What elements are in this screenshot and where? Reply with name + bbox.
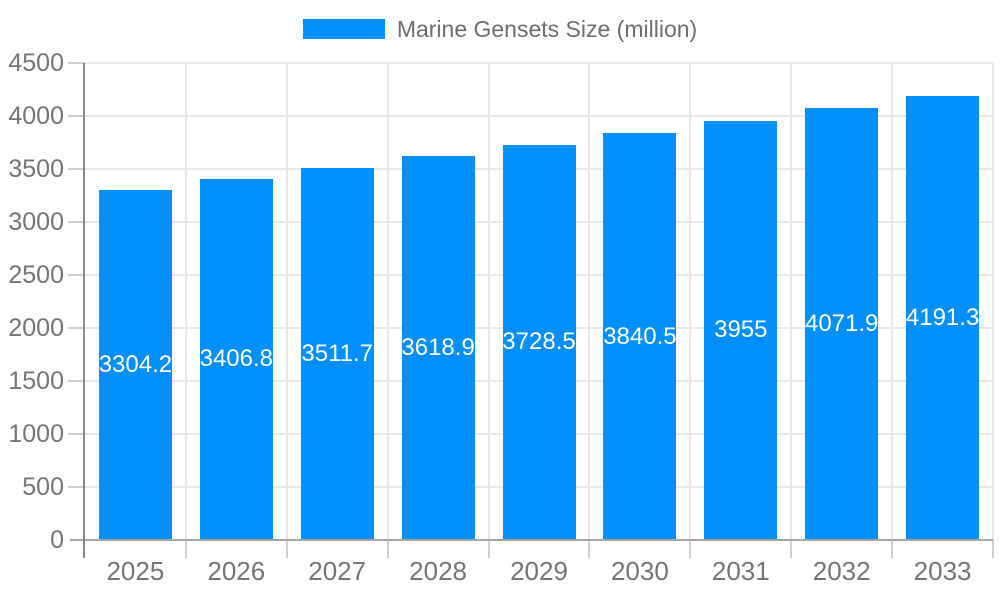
y-axis-label: 3000 (8, 208, 64, 236)
x-axis-label: 2030 (610, 556, 669, 586)
gridline-vertical (487, 63, 490, 540)
bar-value-label: 3728.5 (502, 328, 576, 356)
y-axis-tick (68, 274, 85, 276)
y-axis-label: 4000 (8, 102, 64, 130)
bar[interactable] (401, 156, 475, 540)
gridline-vertical (992, 63, 994, 540)
bar-value-label: 4071.9 (804, 310, 879, 338)
x-axis-label: 2029 (510, 556, 568, 586)
y-axis-tick (68, 433, 85, 435)
bar-value-label: 3511.7 (301, 339, 373, 367)
gridline-vertical (588, 63, 591, 540)
y-axis-tick (68, 221, 85, 223)
y-axis-label: 0 (50, 526, 64, 554)
y-axis-line (83, 63, 85, 558)
x-axis-tick (891, 540, 894, 558)
x-axis-tick (689, 540, 692, 558)
bar-value-label: 3955 (714, 316, 768, 344)
gridline-vertical (790, 63, 793, 540)
bar[interactable] (98, 189, 172, 540)
x-axis-label: 2032 (812, 556, 871, 586)
y-axis-label: 2500 (8, 261, 64, 289)
x-axis-tick (487, 540, 490, 558)
y-axis-tick (68, 62, 85, 64)
x-axis-tick (588, 540, 591, 558)
x-axis-label: 2033 (913, 556, 972, 586)
gridline-vertical (891, 63, 894, 540)
x-axis-line (70, 539, 993, 541)
y-axis-tick (68, 115, 85, 117)
x-axis-label: 2026 (207, 556, 266, 586)
legend-label[interactable]: Marine Gensets Size (million) (396, 16, 698, 42)
y-axis-label: 1500 (8, 367, 64, 395)
legend[interactable]: Marine Gensets Size (million) (0, 16, 1000, 42)
gridline-vertical (689, 63, 692, 540)
gridline-vertical (285, 63, 288, 540)
bar-value-label: 3840.5 (603, 322, 677, 350)
bar[interactable] (502, 144, 576, 540)
bar-value-label: 3304.2 (98, 350, 173, 378)
x-axis-label: 2031 (711, 556, 770, 586)
y-axis-label: 1000 (8, 420, 64, 448)
gridline-horizontal (85, 115, 993, 117)
gridline-vertical (386, 63, 389, 540)
bar[interactable] (704, 120, 778, 540)
y-axis-label: 3500 (8, 155, 64, 183)
y-axis-label: 500 (22, 473, 64, 501)
x-axis-tick (285, 540, 288, 558)
x-axis-tick (386, 540, 389, 558)
x-axis-label: 2028 (409, 556, 468, 586)
x-axis-label: 2027 (308, 556, 367, 586)
x-axis-tick (790, 540, 793, 558)
y-axis-tick (68, 168, 85, 170)
bar[interactable] (805, 108, 879, 540)
gridline-vertical (184, 63, 187, 540)
legend-swatch[interactable] (302, 19, 385, 39)
y-axis-label: 4500 (8, 49, 64, 77)
x-axis-tick (184, 540, 187, 558)
bar-value-label: 3618.9 (401, 334, 475, 362)
gridline-horizontal (85, 62, 993, 64)
bar-value-label: 3406.8 (199, 345, 273, 373)
y-axis-tick (68, 486, 85, 488)
x-axis-tick (992, 540, 994, 558)
bar[interactable] (199, 178, 273, 540)
y-axis-tick (68, 380, 85, 382)
y-axis-label: 2000 (8, 314, 64, 342)
bar[interactable] (906, 95, 980, 540)
bar[interactable] (603, 132, 677, 540)
bar[interactable] (300, 167, 374, 540)
y-axis-tick (68, 327, 85, 329)
x-axis-label: 2025 (106, 556, 165, 586)
bar-value-label: 4191.3 (905, 303, 980, 331)
